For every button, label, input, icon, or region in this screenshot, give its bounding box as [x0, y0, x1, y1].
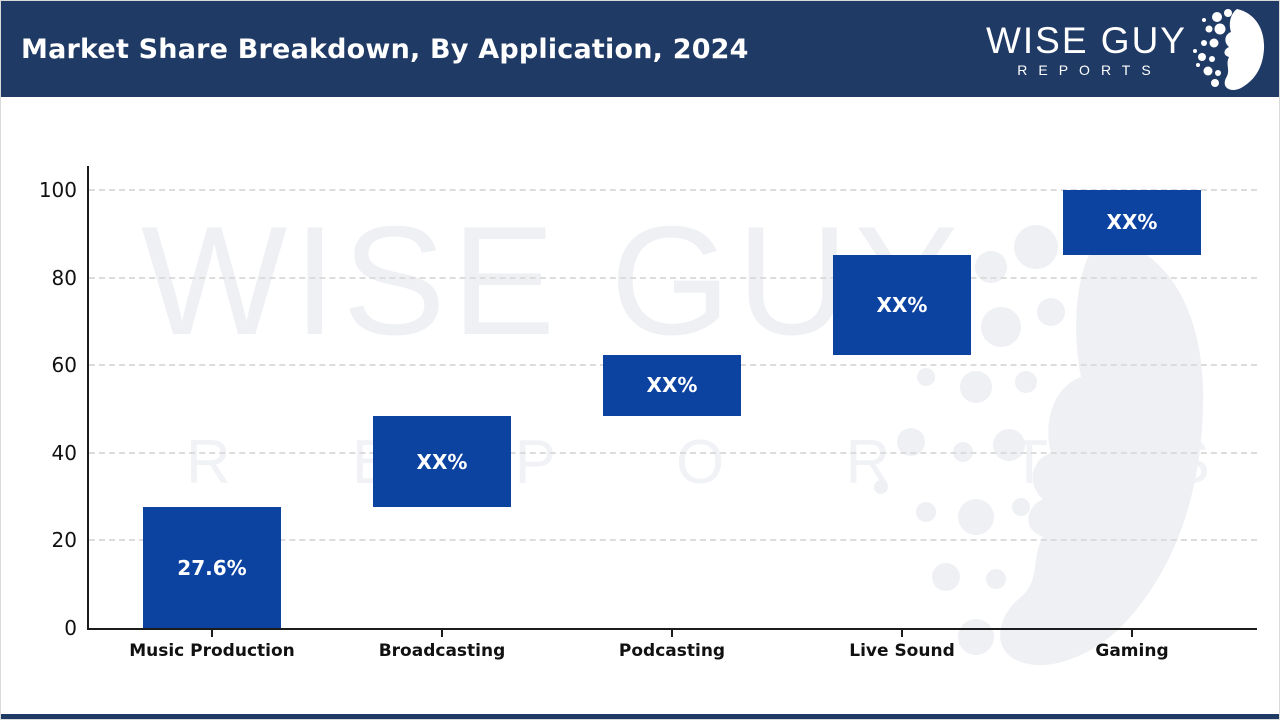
- bar-music-production: 27.6%: [143, 507, 281, 628]
- xtick-label-3: Live Sound: [849, 641, 955, 661]
- page-title: Market Share Breakdown, By Application, …: [21, 33, 749, 65]
- gridline-80: [89, 276, 1257, 279]
- y-axis-line: [87, 166, 89, 630]
- ytick-label-40: 40: [51, 440, 77, 465]
- ytick-label-0: 0: [64, 616, 77, 640]
- ytick-label-60: 60: [51, 353, 77, 378]
- wiseguy-logo-text: WISE GUY REPORTS: [986, 22, 1187, 77]
- wiseguy-logo: WISE GUY REPORTS: [986, 7, 1279, 91]
- gridline-20: [89, 539, 1257, 542]
- bar-value-label: XX%: [646, 373, 698, 398]
- x-axis-line: [87, 628, 1257, 630]
- wiseguy-logo-line1: WISE GUY: [985, 19, 1187, 61]
- bar-value-label: 27.6%: [177, 555, 247, 580]
- xtick-label-1: Broadcasting: [378, 641, 506, 661]
- footer-bar: [1, 714, 1279, 719]
- xtick-4: [1131, 628, 1133, 637]
- bar-value-label: XX%: [1106, 210, 1158, 235]
- bar-value-label: XX%: [416, 449, 468, 474]
- bar-gaming: XX%: [1063, 190, 1201, 255]
- xtick-label-0: Music Production: [129, 641, 295, 661]
- bar-podcasting: XX%: [603, 354, 741, 416]
- bar-value-label: XX%: [876, 292, 928, 317]
- bar-live-sound: XX%: [833, 254, 971, 355]
- wiseguy-face-icon: [1193, 9, 1265, 90]
- wiseguy-logo-line2: REPORTS: [1017, 61, 1162, 78]
- ytick-label-80: 80: [51, 265, 77, 290]
- xtick-0: [211, 628, 213, 637]
- ytick-label-20: 20: [51, 528, 77, 553]
- header-bar: Market Share Breakdown, By Application, …: [1, 1, 1279, 97]
- xtick-1: [441, 628, 443, 637]
- xtick-2: [671, 628, 673, 637]
- bar-broadcasting: XX%: [373, 416, 511, 508]
- xtick-3: [901, 628, 903, 637]
- gridline-40: [89, 451, 1257, 454]
- watermark-text-wiseguy: WISE GUY: [141, 194, 965, 367]
- watermark: WISE GUY R E P O R T S: [1, 97, 1279, 715]
- xtick-label-4: Gaming: [1095, 641, 1169, 661]
- xtick-label-2: Podcasting: [618, 641, 726, 661]
- ytick-label-100: 100: [38, 178, 77, 202]
- gridline-100: [89, 189, 1257, 191]
- watermark-face-dots-icon: [874, 225, 1204, 666]
